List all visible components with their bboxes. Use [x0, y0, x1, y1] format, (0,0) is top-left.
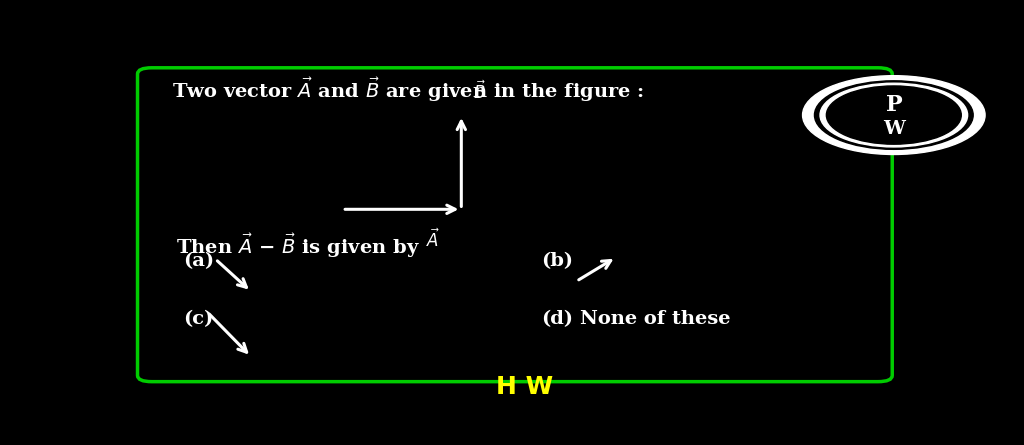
Text: P: P	[886, 94, 902, 117]
Circle shape	[814, 81, 973, 150]
Text: (c): (c)	[183, 311, 214, 328]
Text: $\vec{B}$: $\vec{B}$	[473, 81, 486, 103]
Text: Then $\vec{A}$ − $\vec{B}$ is given by: Then $\vec{A}$ − $\vec{B}$ is given by	[176, 231, 420, 260]
Text: None of these: None of these	[581, 311, 731, 328]
Circle shape	[820, 83, 968, 147]
Text: (a): (a)	[183, 252, 215, 270]
Text: H W: H W	[497, 376, 553, 400]
Circle shape	[803, 76, 985, 154]
FancyBboxPatch shape	[137, 68, 892, 382]
Text: W: W	[883, 120, 905, 138]
Text: Two vector $\vec{A}$ and $\vec{B}$ are given in the figure :: Two vector $\vec{A}$ and $\vec{B}$ are g…	[172, 76, 644, 104]
Circle shape	[826, 86, 962, 144]
Text: $\vec{A}$: $\vec{A}$	[426, 228, 440, 251]
Text: (b): (b)	[541, 252, 572, 270]
Text: (d): (d)	[541, 311, 572, 328]
